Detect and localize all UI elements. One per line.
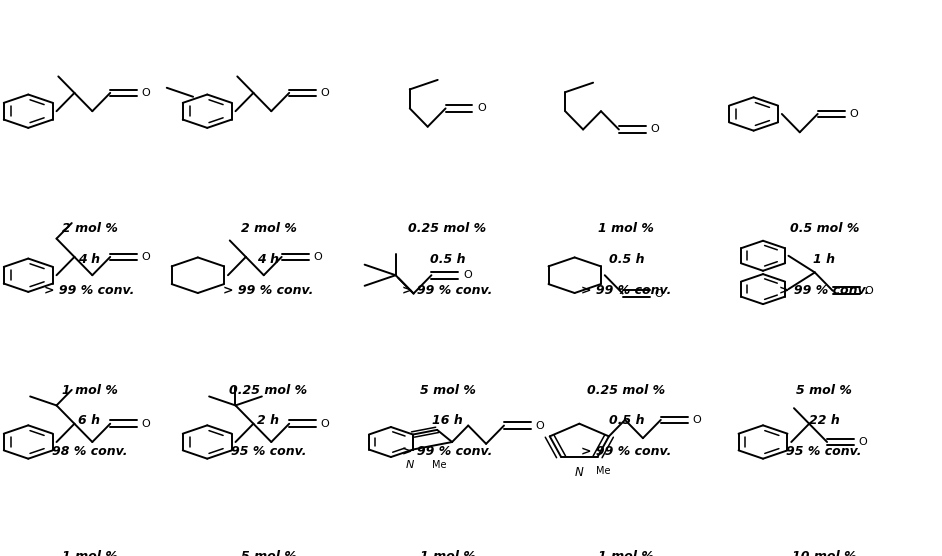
Text: N: N (406, 459, 414, 469)
Text: 5 mol %: 5 mol % (419, 384, 476, 396)
Text: > 99 % conv.: > 99 % conv. (581, 284, 672, 296)
Text: 1 mol %: 1 mol % (419, 550, 476, 556)
Text: 2 h: 2 h (257, 414, 280, 427)
Text: > 99 % conv.: > 99 % conv. (581, 445, 672, 458)
Text: > 99 % conv.: > 99 % conv. (402, 445, 493, 458)
Text: Me: Me (431, 459, 447, 469)
Text: 95 % conv.: 95 % conv. (231, 445, 306, 458)
Text: 16 h: 16 h (432, 414, 463, 427)
Text: O: O (478, 103, 486, 113)
Text: > 99 % conv.: > 99 % conv. (402, 284, 493, 296)
Text: 2 mol %: 2 mol % (240, 222, 297, 235)
Text: O: O (463, 270, 472, 280)
Text: N: N (575, 466, 584, 479)
Text: > 99 % conv.: > 99 % conv. (223, 284, 314, 296)
Text: O: O (850, 109, 858, 119)
Text: O: O (536, 420, 544, 430)
Text: 1 mol %: 1 mol % (61, 384, 118, 396)
Text: 0.25 mol %: 0.25 mol % (409, 222, 486, 235)
Text: 2 mol %: 2 mol % (61, 222, 118, 235)
Text: O: O (313, 252, 322, 262)
Text: 0.5 h: 0.5 h (609, 253, 644, 266)
Text: O: O (320, 88, 330, 98)
Text: 98 % conv.: 98 % conv. (52, 445, 127, 458)
Text: O: O (142, 252, 151, 262)
Text: 5 mol %: 5 mol % (240, 550, 297, 556)
Text: 1 mol %: 1 mol % (61, 550, 118, 556)
Text: 0.5 h: 0.5 h (609, 414, 644, 427)
Text: O: O (865, 286, 873, 296)
Text: 0.5 mol %: 0.5 mol % (789, 222, 859, 235)
Text: O: O (142, 419, 151, 429)
Text: 4 h: 4 h (257, 253, 280, 266)
Text: 0.25 mol %: 0.25 mol % (230, 384, 307, 396)
Text: O: O (142, 88, 151, 98)
Text: 22 h: 22 h (809, 414, 839, 427)
Text: > 99 % conv.: > 99 % conv. (44, 284, 135, 296)
Text: O: O (320, 419, 330, 429)
Text: 95 % conv.: 95 % conv. (787, 445, 862, 458)
Text: Me: Me (596, 466, 610, 476)
Text: O: O (654, 289, 663, 299)
Text: 5 mol %: 5 mol % (796, 384, 853, 396)
Text: 1 mol %: 1 mol % (598, 550, 655, 556)
Text: 1 mol %: 1 mol % (598, 222, 655, 235)
Text: 1 h: 1 h (813, 253, 836, 266)
Text: 10 mol %: 10 mol % (792, 550, 856, 556)
Text: O: O (859, 437, 868, 447)
Text: 4 h: 4 h (78, 253, 101, 266)
Text: 6 h: 6 h (78, 414, 101, 427)
Text: 0.25 mol %: 0.25 mol % (588, 384, 665, 396)
Text: O: O (651, 125, 659, 135)
Text: O: O (692, 415, 701, 425)
Text: 0.5 h: 0.5 h (430, 253, 465, 266)
Text: > 99 % conv.: > 99 % conv. (779, 284, 869, 296)
